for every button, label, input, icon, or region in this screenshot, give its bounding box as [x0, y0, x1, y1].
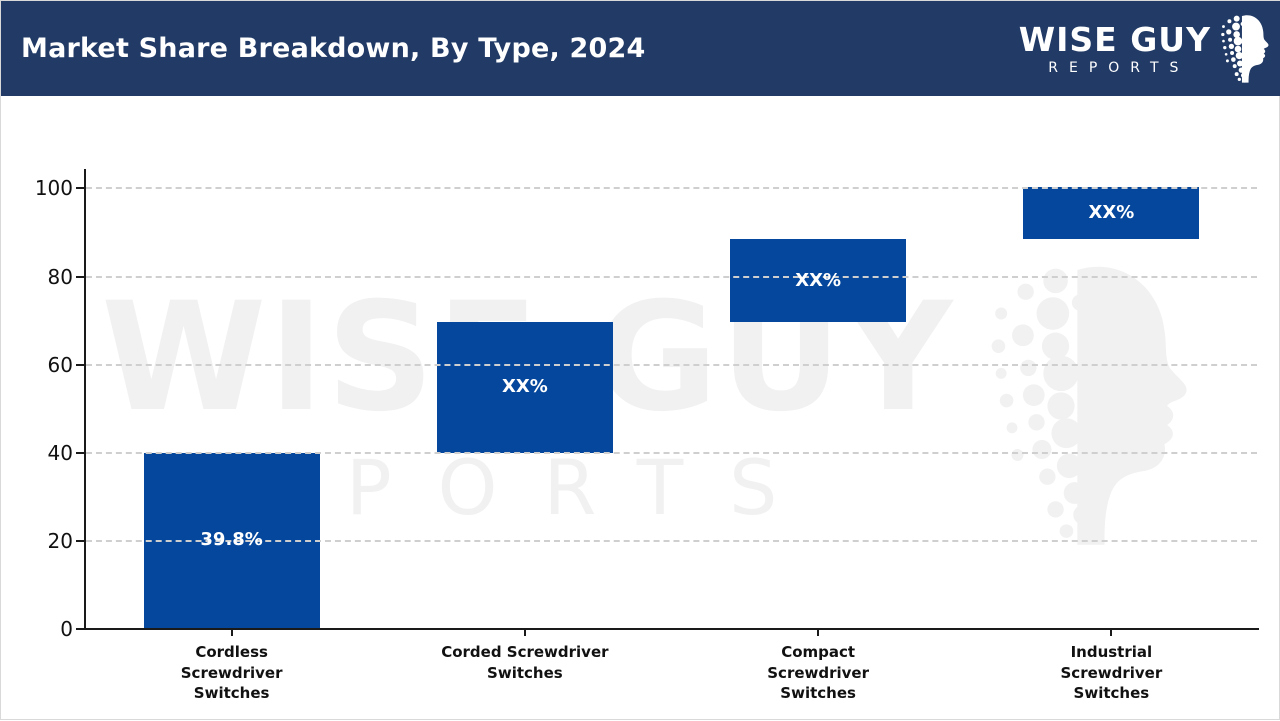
- y-tick-mark: [76, 363, 84, 366]
- x-category-line: Screwdriver: [767, 663, 869, 682]
- gridline: [86, 275, 1257, 278]
- x-category-label: Compact Screwdriver Switches: [703, 642, 933, 704]
- y-tick-label: 0: [60, 617, 73, 641]
- bar-value-label: XX%: [795, 269, 842, 291]
- head-profile-icon: [1221, 15, 1269, 83]
- x-category-line: Switches: [487, 663, 563, 682]
- gridline: [86, 539, 1257, 542]
- chart-title: Market Share Breakdown, By Type, 2024: [21, 32, 646, 64]
- brand-logo: WISE GUY REPORTS: [1019, 5, 1271, 93]
- x-category-label: Corded Screwdriver Switches: [410, 642, 640, 683]
- bar: [436, 322, 613, 453]
- x-category-line: Cordless: [195, 643, 268, 661]
- x-tick-mark: [230, 630, 233, 636]
- y-axis-spine: [84, 169, 86, 630]
- brand-logo-text: WISE GUY REPORTS: [1019, 23, 1211, 76]
- y-tick-mark: [76, 539, 84, 542]
- y-tick-mark: [76, 451, 84, 454]
- x-category-label: Cordless Screwdriver Switches: [117, 642, 347, 704]
- y-tick-mark: [76, 275, 84, 278]
- x-category-line: Industrial: [1070, 643, 1153, 661]
- bar: [730, 239, 907, 323]
- x-category-line: Screwdriver: [1060, 663, 1163, 682]
- y-tick-label: 80: [47, 264, 73, 289]
- x-category-line: Switches: [1073, 684, 1150, 702]
- x-tick-mark: [523, 630, 526, 636]
- y-tick-label: 20: [47, 528, 73, 553]
- x-category-line: Corded Screwdriver: [441, 643, 609, 661]
- y-tick-mark: [76, 628, 84, 630]
- brand-name-label: WISE GUY: [1018, 19, 1211, 59]
- bar-value-label: XX%: [501, 376, 548, 398]
- x-tick-mark: [817, 630, 820, 636]
- bar-value-label: 39.8%: [200, 529, 263, 551]
- x-category-label: Industrial Screwdriver Switches: [996, 642, 1226, 704]
- gridline: [86, 187, 1257, 190]
- x-category-line: Compact: [781, 643, 856, 661]
- x-category-line: Switches: [780, 684, 856, 702]
- header-bar: Market Share Breakdown, By Type, 2024 WI…: [1, 1, 1280, 96]
- y-tick-label: 60: [47, 352, 73, 377]
- x-category-line: Screwdriver: [180, 663, 283, 682]
- brand-reports-label: REPORTS: [1048, 59, 1190, 76]
- y-tick-label: 100: [34, 176, 73, 201]
- bar: [1023, 187, 1200, 240]
- gridline: [86, 363, 1257, 366]
- plot-area: 0 20 40 60 80 100 39.8% Cordless Screwdriver Swit…: [1, 96, 1280, 721]
- y-tick-label: 40: [47, 440, 73, 465]
- bar-value-label: XX%: [1088, 202, 1135, 224]
- y-tick-mark: [76, 187, 84, 190]
- gridline: [86, 451, 1257, 454]
- x-category-line: Switches: [193, 684, 270, 702]
- x-axis-spine: [84, 628, 1259, 630]
- x-tick-mark: [1110, 630, 1113, 636]
